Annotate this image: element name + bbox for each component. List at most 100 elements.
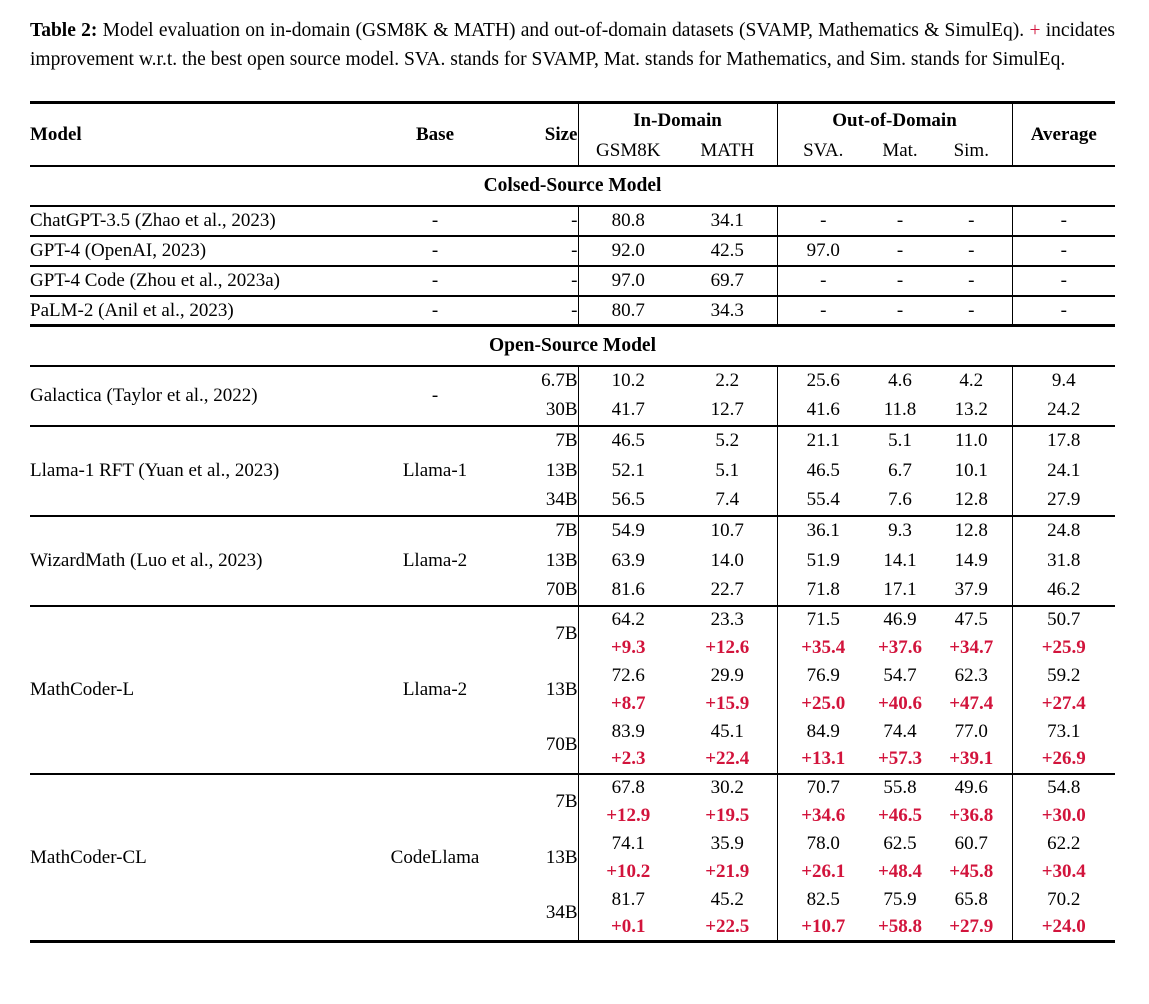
metric-delta: +13.1 bbox=[776, 745, 869, 774]
section-label: Colsed-Source Model bbox=[483, 174, 662, 196]
metric-value: 81.7 bbox=[577, 885, 678, 914]
size-value: 7B bbox=[555, 791, 578, 813]
metric-value: 41.7 bbox=[577, 395, 678, 426]
metric-delta: +30.0 bbox=[1011, 801, 1116, 830]
metric-value: 60.7 bbox=[954, 832, 988, 854]
metric-value: 5.2 bbox=[715, 430, 740, 452]
base-name: - bbox=[431, 209, 439, 231]
header-sub-row: GSM8K MATH SVA. Mat. Sim. bbox=[30, 136, 1115, 166]
metric-value: 55.4 bbox=[776, 485, 869, 516]
metric-value: 24.8 bbox=[1011, 515, 1116, 546]
value-row: 34B 81.7 45.2 82.5 75.9 65.8 70.2 bbox=[30, 885, 1116, 923]
base-name: CodeLlama bbox=[390, 846, 480, 868]
col-group-out-of-domain: Out-of-Domain bbox=[776, 102, 1013, 137]
model-name: GPT-4 Code (Zhou et al., 2023a) bbox=[30, 269, 280, 291]
metric-delta: +15.9 bbox=[705, 692, 750, 714]
metric-delta: +36.8 bbox=[949, 804, 994, 826]
metric-delta: +22.4 bbox=[705, 748, 750, 770]
metric-delta: +24.0 bbox=[1011, 913, 1116, 942]
metric-value: 14.0 bbox=[710, 549, 744, 571]
value-row: WizardMath (Luo et al., 2023) Llama-2 7B 54… bbox=[30, 515, 1116, 571]
metric-delta: +47.4 bbox=[949, 692, 994, 714]
metric-delta: +27.9 bbox=[949, 916, 994, 938]
metric-delta: +0.1 bbox=[577, 913, 678, 942]
size-value: 7B bbox=[555, 520, 578, 542]
metric-delta: +9.3 bbox=[577, 633, 678, 662]
value-row: MathCoder-CL CodeLlama 7B 67.8 30.2 70.7 55.8 4… bbox=[30, 773, 1116, 868]
size-value: 7B bbox=[555, 623, 578, 645]
model-group: ChatGPT-3.5 (Zhao et al., 2023) - -80.8 34.… bbox=[30, 205, 1116, 236]
col-header-size: Size bbox=[544, 123, 578, 145]
model-group: GPT-4 Code (Zhou et al., 2023a) - -97.0 69.… bbox=[30, 265, 1116, 296]
metric-value: 50.7 bbox=[1011, 605, 1116, 634]
metric-value: 12.8 bbox=[954, 520, 988, 542]
caption-text-2: incidates improvement w.r.t. the best op… bbox=[30, 20, 1115, 70]
metric-value: 7.6 bbox=[888, 489, 912, 511]
metric-value: 10.1 bbox=[954, 459, 988, 481]
metric-value: 62.5 bbox=[883, 832, 917, 854]
delta-row: +0.1 +22.5 +10.7 +58.8 +27.9 +24.0 bbox=[30, 913, 1116, 942]
value-row: ChatGPT-3.5 (Zhao et al., 2023) - -80.8 34.… bbox=[30, 205, 1116, 236]
size-value: 6.7B bbox=[541, 370, 578, 392]
table-caption: Table 2: Model evaluation on in-domain (… bbox=[30, 17, 1115, 74]
metric-delta: +2.3 bbox=[577, 745, 678, 774]
metric-value: 4.6 bbox=[888, 370, 912, 392]
paper-page: Table 2: Model evaluation on in-domain (… bbox=[30, 17, 1116, 944]
size-value: 13B bbox=[545, 549, 578, 571]
value-row: 30B 41.7 12.7 41.6 11.8 13.2 24.2 bbox=[30, 395, 1116, 426]
metric-value: 22.7 bbox=[710, 579, 744, 601]
value-row: Galactica (Taylor et al., 2022) - 6.7B 10.2… bbox=[30, 365, 1116, 406]
metric-value: 65.8 bbox=[954, 888, 988, 910]
metric-value: 7.4 bbox=[715, 489, 740, 511]
model-group: WizardMath (Luo et al., 2023) Llama-2 7B 54… bbox=[30, 515, 1116, 606]
model-group: MathCoder-CL CodeLlama 7B 67.8 30.2 70.7 55.8 4… bbox=[30, 773, 1116, 942]
metric-value: 46.2 bbox=[1011, 575, 1116, 606]
metric-value: 84.9 bbox=[776, 717, 869, 746]
metric-value: 5.1 bbox=[888, 430, 912, 452]
metric-delta: +26.9 bbox=[1011, 745, 1116, 774]
model-name: WizardMath (Luo et al., 2023) bbox=[30, 549, 263, 571]
col-header-sva: SVA. bbox=[776, 136, 869, 166]
metric-value: 4.2 bbox=[959, 370, 984, 392]
value-row: 70B 83.9 45.1 84.9 74.4 77.0 73.1 bbox=[30, 717, 1116, 755]
size-value: 13B bbox=[545, 459, 578, 481]
metric-delta: +34.7 bbox=[949, 636, 994, 658]
metric-value: 27.9 bbox=[1011, 485, 1116, 516]
size-value: - bbox=[571, 209, 578, 231]
metric-value: - bbox=[1011, 205, 1116, 236]
model-group: Galactica (Taylor et al., 2022) - 6.7B 10.2… bbox=[30, 365, 1116, 426]
metric-value: 49.6 bbox=[954, 777, 988, 799]
value-row: PaLM-2 (Anil et al., 2023) - -80.7 34.3- - - - bbox=[30, 295, 1116, 326]
model-name: MathCoder-L bbox=[30, 678, 135, 700]
metric-value: 56.5 bbox=[577, 485, 678, 516]
base-name: - bbox=[431, 299, 439, 321]
value-row: Llama-1 RFT (Yuan et al., 2023) Llama-1 7B… bbox=[30, 425, 1116, 481]
base-name: - bbox=[431, 239, 439, 261]
metric-delta: +22.5 bbox=[705, 916, 750, 938]
col-header-base: Base bbox=[416, 123, 454, 145]
metric-value: 59.2 bbox=[1011, 661, 1116, 690]
base-name: - bbox=[431, 269, 439, 291]
col-header-math: MATH bbox=[700, 139, 755, 161]
col-header-average: Average bbox=[1011, 102, 1116, 166]
metric-value: 13.2 bbox=[954, 399, 988, 421]
metric-delta: +12.9 bbox=[577, 801, 678, 830]
metric-value: 83.9 bbox=[577, 717, 678, 746]
metric-value: 12.7 bbox=[710, 399, 744, 421]
metric-value: 12.8 bbox=[954, 489, 988, 511]
metric-value: 46.5 bbox=[577, 425, 678, 456]
metric-value: - bbox=[896, 269, 904, 291]
metric-value: 36.1 bbox=[776, 515, 869, 546]
size-value: 7B bbox=[555, 430, 578, 452]
metric-delta: +19.5 bbox=[705, 804, 750, 826]
metric-value: 81.6 bbox=[577, 575, 678, 606]
metric-value: 11.8 bbox=[883, 399, 917, 421]
model-name: Galactica (Taylor et al., 2022) bbox=[30, 384, 258, 406]
col-header-sim: Sim. bbox=[953, 139, 989, 161]
metric-value: 10.2 bbox=[577, 365, 678, 396]
metric-value: 82.5 bbox=[776, 885, 869, 914]
metric-value: - bbox=[1011, 235, 1116, 266]
metric-delta: +26.1 bbox=[776, 857, 869, 886]
size-value: 70B bbox=[545, 579, 578, 601]
metric-value: 14.1 bbox=[883, 549, 917, 571]
